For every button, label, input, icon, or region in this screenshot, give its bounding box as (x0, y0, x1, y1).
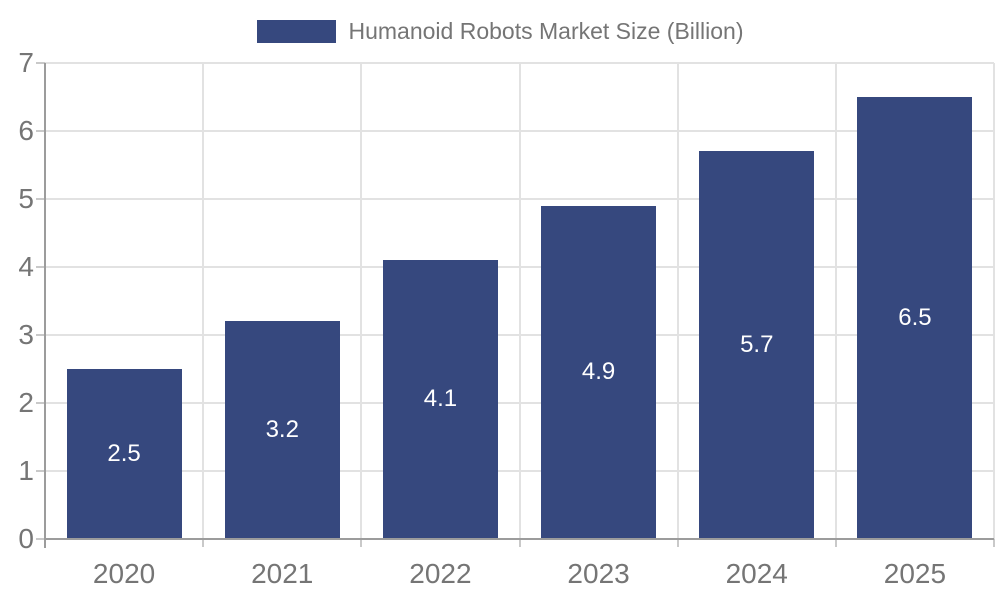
y-tick-mark (36, 266, 45, 268)
x-tick-label: 2025 (883, 558, 947, 589)
v-gridline (360, 63, 363, 539)
y-tick-label: 2 (18, 387, 34, 418)
x-tick-label: 2020 (92, 558, 156, 589)
bar-value-label: 4.9 (581, 357, 616, 385)
x-tick-mark (518, 539, 521, 547)
y-tick-label: 7 (18, 47, 34, 78)
y-tick-mark (36, 130, 45, 132)
legend-label: Humanoid Robots Market Size (Billion) (348, 18, 744, 44)
v-gridline (202, 63, 205, 539)
v-gridline (518, 63, 521, 539)
y-tick-label: 5 (18, 183, 34, 214)
bar[interactable]: 5.7 (699, 151, 815, 538)
x-tick-label: 2023 (567, 558, 630, 589)
v-gridline (834, 63, 837, 539)
x-tick-mark (676, 539, 679, 547)
legend-item[interactable]: Humanoid Robots Market Size (Billion) (256, 16, 744, 46)
x-tick-label: 2022 (409, 558, 472, 589)
legend-swatch (256, 19, 336, 43)
y-tick-mark (36, 62, 45, 64)
y-axis-line (44, 63, 46, 548)
bar-value-label: 3.2 (265, 415, 299, 443)
y-tick-label: 4 (18, 251, 34, 282)
y-tick-label: 0 (18, 523, 34, 554)
x-axis-line (44, 538, 994, 540)
y-tick-label: 1 (18, 455, 34, 486)
bar[interactable]: 3.2 (224, 321, 340, 538)
y-tick-label: 3 (18, 319, 34, 350)
bar[interactable]: 4.1 (382, 260, 498, 538)
x-tick-mark (834, 539, 837, 547)
y-tick-mark (36, 470, 45, 472)
y-tick-mark (36, 198, 45, 200)
v-gridline (993, 63, 995, 539)
legend: Humanoid Robots Market Size (Billion) (0, 16, 1000, 46)
y-tick-mark (36, 538, 45, 540)
bar[interactable]: 4.9 (541, 205, 657, 538)
x-tick-label: 2024 (725, 558, 788, 589)
bar-value-label: 4.1 (423, 385, 458, 413)
bar-value-label: 6.5 (898, 303, 932, 331)
bar-value-label: 2.5 (107, 439, 141, 467)
v-gridline (676, 63, 679, 539)
bar[interactable]: 6.5 (857, 97, 973, 538)
y-tick-mark (36, 402, 45, 404)
y-tick-label: 6 (18, 115, 34, 146)
bar[interactable]: 2.5 (66, 369, 182, 538)
x-tick-label: 2021 (251, 558, 314, 589)
y-tick-mark (36, 334, 45, 336)
x-tick-mark (202, 539, 205, 547)
x-tick-mark (993, 539, 995, 547)
x-tick-mark (360, 539, 363, 547)
bar-value-label: 5.7 (740, 330, 774, 358)
